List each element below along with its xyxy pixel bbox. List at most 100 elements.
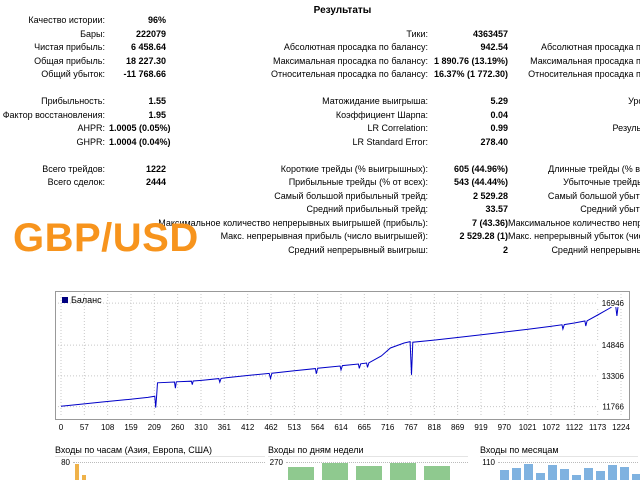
histogram-bar	[500, 470, 509, 480]
stat-value: 0.99	[490, 123, 508, 133]
balance-x-tick-label: 818	[427, 423, 441, 432]
balance-x-tick-label: 310	[194, 423, 208, 432]
histogram-bar	[596, 470, 605, 480]
stat-label: Всего трейдов:	[42, 163, 105, 174]
balance-x-tick-label: 716	[380, 423, 395, 432]
balance-legend-marker	[62, 297, 68, 303]
histogram-bar	[536, 473, 545, 480]
histogram-bar	[288, 467, 314, 480]
stat-value: 2444	[145, 177, 166, 187]
balance-x-tick-label: 412	[240, 423, 255, 432]
stat-value: 1 890.76 (13.19%)	[433, 55, 508, 66]
stats-row: Прибыльность: 1.55 Матожидание выигрыша: 5.…	[0, 95, 640, 109]
hours-axis-max-label: 80	[61, 458, 70, 467]
stats-row: GHPR: 1.0004 (0.04%) LR Standard Error: 278…	[0, 136, 640, 150]
stats-row: Бары: 222079 Тики: 4363457	[0, 28, 640, 42]
balance-x-tick-label: 57	[79, 423, 89, 432]
balance-x-tick-label: 564	[310, 423, 325, 432]
balance-x-tick-label: 0	[58, 423, 64, 432]
stat-label: Фактор восстановления:	[2, 109, 105, 120]
stats-row: Качество истории: 96%	[0, 14, 640, 28]
balance-y-tick-label: 13306	[602, 372, 625, 381]
stat-label: LR Correlation:	[367, 123, 428, 133]
stat-label: Общая прибыль:	[34, 55, 105, 66]
stat-label: Макс. непрерывный убыток (число проигрыш…	[508, 231, 640, 241]
stat-value: 6 458.64	[130, 42, 166, 52]
stats-spacer-row	[0, 82, 640, 96]
histogram-bar	[75, 464, 79, 480]
stat-value: 278.40	[480, 136, 508, 147]
stats-row: Общая прибыль: 18 227.30 Максимальная прос…	[0, 55, 640, 69]
stat-label: Прибыльные трейды (% от всех):	[288, 177, 428, 187]
stat-value: 16.37% (1 772.30)	[433, 69, 508, 79]
stat-label: Самый большой прибыльный трейд:	[274, 190, 428, 201]
stats-row: AHPR: 1.0005 (0.05%) LR Correlation: 0.99 Ре…	[0, 122, 640, 136]
stats-row: Макс. непрерывная прибыль (число выигрыш…	[0, 230, 640, 244]
stat-value: 96%	[147, 15, 166, 25]
balance-x-tick-label: 970	[497, 423, 511, 432]
stat-label: Результат OnTester:	[612, 123, 640, 133]
stat-value: -11 768.66	[123, 69, 166, 79]
stat-value: 2 529.28 (1)	[459, 231, 508, 241]
stat-value: 1.0005 (0.05%)	[109, 123, 171, 133]
stat-label: Средний непрерывный проигрыш:	[551, 244, 640, 255]
stat-value: 4363457	[472, 28, 508, 39]
stat-label: Средний непрерывный выигрыш:	[288, 244, 428, 255]
histogram-bar	[584, 468, 593, 480]
histogram-bar	[424, 465, 450, 480]
balance-x-tick-label: 1224	[612, 423, 630, 432]
stat-label: Коэффициент Шарпа:	[335, 109, 428, 120]
stat-value: 7 (43.36)	[471, 217, 508, 228]
stats-row: Средний прибыльный трейд: 33.57 Средний уб…	[0, 203, 640, 217]
stat-label: Самый большой убыточный трейд:	[547, 190, 640, 201]
months-entries-chart: Входы по месяцам 110	[480, 445, 640, 480]
stat-label: Прибыльность:	[41, 96, 105, 106]
histogram-bar	[390, 463, 416, 480]
stat-value: 605 (44.96%)	[453, 163, 508, 174]
stats-table: Качество истории: 96% Бары: 222079 Тики: 4363…	[0, 14, 640, 257]
stat-label: Матожидание выигрыша:	[322, 96, 428, 106]
stats-row: Самый большой прибыльный трейд: 2 529.28 С…	[0, 190, 640, 204]
stat-value: 543 (44.44%)	[453, 177, 508, 187]
stat-label: Длинные трейды (% выигрышных):	[548, 163, 640, 174]
stat-label: Максимальная просадка по балансу:	[273, 55, 428, 66]
balance-x-tick-label: 1021	[518, 423, 537, 432]
stat-value: 222079	[135, 28, 166, 39]
stat-label: Максимальное количество непрерывных выиг…	[158, 217, 428, 228]
months-bars	[500, 445, 640, 480]
weekday-chart-title: Входы по дням недели	[268, 445, 468, 457]
stat-label: Уровень маржи:	[628, 96, 640, 106]
stat-value: 1.55	[148, 96, 166, 106]
balance-x-tick-label: 361	[217, 423, 231, 432]
histogram-bar	[356, 466, 382, 480]
balance-x-tick-label: 513	[287, 423, 301, 432]
stat-label: Тики:	[406, 28, 428, 39]
stat-value: 5.29	[490, 96, 508, 106]
stat-label: Относительная просадка по средствам:	[528, 69, 640, 79]
stat-value: 33.57	[485, 204, 508, 214]
histogram-bar	[632, 474, 640, 480]
stat-value: 1.95	[148, 109, 166, 120]
weekday-entries-chart: Входы по дням недели 270	[268, 445, 468, 480]
histogram-bar	[620, 467, 629, 480]
histogram-bar	[322, 463, 348, 480]
stat-label: AHPR:	[77, 123, 105, 133]
stat-label: Средний прибыльный трейд:	[306, 204, 428, 214]
stat-value: 1.0004 (0.04%)	[109, 136, 171, 147]
balance-x-tick-label: 614	[334, 423, 348, 432]
stat-value: 1222	[145, 163, 166, 174]
hours-chart-title: Входы по часам (Азия, Европа, США)	[55, 445, 265, 457]
balance-x-tick-label: 462	[264, 423, 278, 432]
balance-x-tick-label: 767	[404, 423, 418, 432]
histogram-bar	[608, 464, 617, 480]
histogram-bar	[524, 464, 533, 480]
histogram-bar	[548, 465, 557, 480]
balance-x-tick-label: 209	[147, 423, 161, 432]
hours-bars	[75, 445, 265, 480]
stat-value: 942.54	[480, 42, 508, 52]
stat-label: Макс. непрерывная прибыль (число выигрыш…	[220, 231, 428, 241]
balance-chart-canvas: 16946 14846 13306 11766	[58, 294, 627, 417]
stat-value: 0.04	[490, 109, 508, 120]
months-gridline	[498, 462, 638, 463]
stats-row: Всего сделок: 2444 Прибыльные трейды (% от…	[0, 176, 640, 190]
